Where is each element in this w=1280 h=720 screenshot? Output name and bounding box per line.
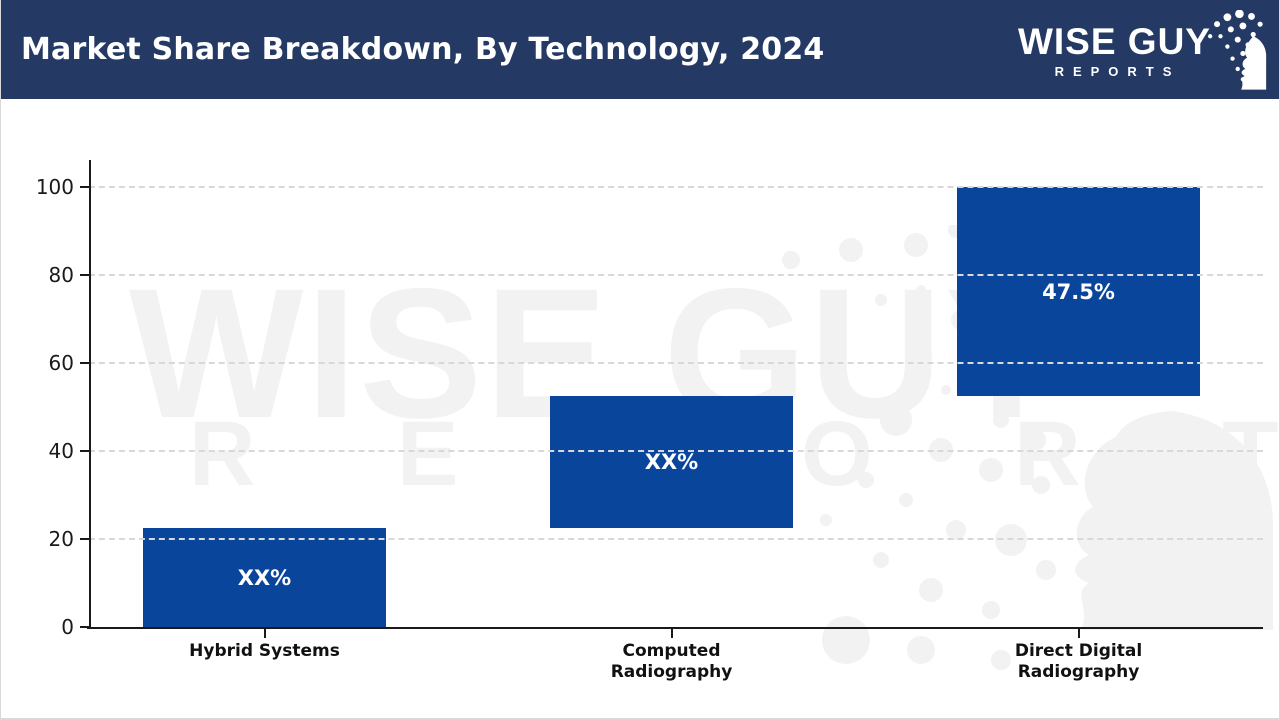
- header: Market Share Breakdown, By Technology, 2…: [1, 0, 1279, 99]
- chart-area: XX% XX% 47.5% 0 20 40 60 80 100 Hybrid Systems Com…: [1, 99, 1279, 718]
- y-tick-label-80: 80: [48, 263, 74, 287]
- page-title: Market Share Breakdown, By Technology, 2…: [21, 32, 825, 67]
- y-tick-label-20: 20: [48, 527, 74, 551]
- bar-value-label-hybrid-systems: XX%: [237, 565, 292, 590]
- wise-guy-logo: WISE GUY REPORTS: [1018, 10, 1267, 90]
- y-tick-60: [80, 362, 89, 364]
- gridline-100: [89, 186, 1263, 188]
- y-tick-label-100: 100: [35, 175, 74, 199]
- gridline-80: [89, 274, 1263, 276]
- bar-hybrid-systems: XX%: [143, 528, 386, 627]
- y-tick-20: [80, 538, 89, 540]
- gridline-60: [89, 362, 1263, 364]
- logo-wordmark: WISE GUY: [1017, 20, 1211, 62]
- category-label-direct-digital-radiography: Direct Digital Radiography: [919, 641, 1239, 683]
- x-tick-hybrid-systems: [263, 629, 266, 638]
- bar-computed-radiography: XX%: [550, 396, 793, 528]
- category-label-line: Computed: [622, 641, 721, 661]
- category-label-line: Radiography: [610, 662, 733, 682]
- x-axis: [87, 627, 1263, 629]
- y-tick-label-60: 60: [48, 351, 74, 375]
- y-tick-label-0: 0: [61, 615, 74, 639]
- gridline-20: [89, 538, 1263, 540]
- logo-face-icon: [1208, 10, 1267, 90]
- logo-text: WISE GUY REPORTS: [1017, 20, 1211, 79]
- y-tick-100: [80, 186, 89, 188]
- y-axis: [89, 160, 91, 629]
- y-tick-80: [80, 274, 89, 276]
- x-tick-computed-radiography: [670, 629, 673, 638]
- category-label-hybrid-systems: Hybrid Systems: [105, 641, 425, 662]
- y-tick-0: [80, 626, 89, 628]
- x-tick-direct-digital-radiography: [1077, 629, 1080, 638]
- y-tick-label-40: 40: [48, 439, 74, 463]
- bar-value-label-computed-radiography: XX%: [644, 450, 699, 474]
- category-label-computed-radiography: Computed Radiography: [512, 641, 832, 683]
- gridline-40: [89, 450, 1263, 452]
- category-label-line: Direct Digital: [1014, 641, 1143, 661]
- bar-direct-digital-radiography: 47.5%: [957, 187, 1200, 396]
- category-label-line: Hybrid Systems: [189, 641, 340, 661]
- y-tick-40: [80, 450, 89, 452]
- category-label-line: Radiography: [1017, 662, 1140, 682]
- logo-subtitle: REPORTS: [1054, 63, 1181, 79]
- bar-value-label-direct-digital-radiography: 47.5%: [1042, 279, 1115, 304]
